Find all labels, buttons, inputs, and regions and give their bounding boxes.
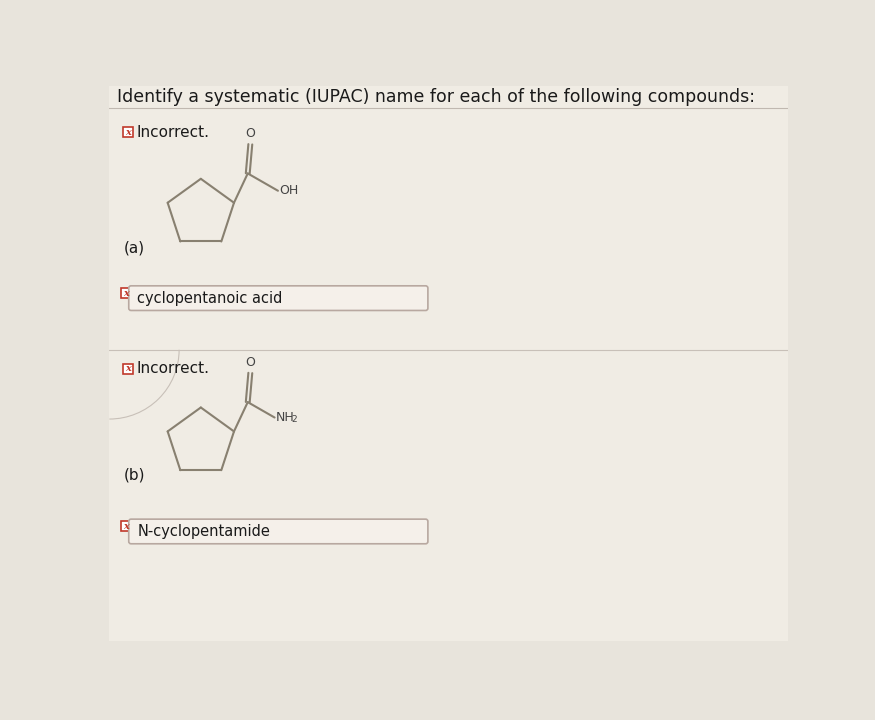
FancyBboxPatch shape	[121, 288, 131, 298]
Text: O: O	[245, 127, 256, 140]
Text: x: x	[123, 289, 129, 297]
FancyBboxPatch shape	[129, 519, 428, 544]
Text: Incorrect.: Incorrect.	[136, 125, 209, 140]
Text: N-cyclopentamide: N-cyclopentamide	[137, 524, 270, 539]
FancyBboxPatch shape	[109, 86, 788, 108]
FancyBboxPatch shape	[123, 127, 133, 138]
Text: Identify a systematic (IUPAC) name for each of the following compounds:: Identify a systematic (IUPAC) name for e…	[117, 88, 755, 106]
FancyBboxPatch shape	[129, 286, 428, 310]
FancyBboxPatch shape	[123, 364, 133, 374]
Text: x: x	[125, 364, 131, 373]
Text: (b): (b)	[123, 468, 145, 482]
FancyBboxPatch shape	[121, 521, 131, 531]
Text: NH: NH	[276, 411, 294, 424]
Text: cyclopentanoic acid: cyclopentanoic acid	[137, 291, 283, 306]
Text: x: x	[123, 522, 129, 531]
Text: (a): (a)	[123, 240, 144, 256]
Text: x: x	[125, 127, 131, 137]
Text: OH: OH	[279, 184, 298, 197]
Text: Incorrect.: Incorrect.	[136, 361, 209, 377]
Text: 2: 2	[291, 415, 298, 424]
Text: O: O	[245, 356, 256, 369]
FancyBboxPatch shape	[109, 86, 788, 641]
